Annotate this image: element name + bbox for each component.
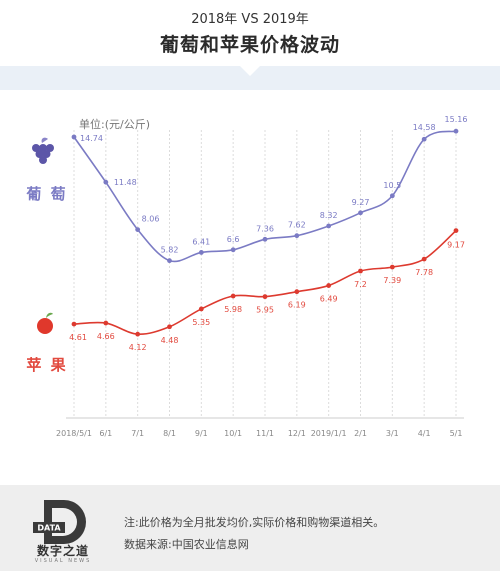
header: 2018年 VS 2019年 葡萄和苹果价格波动 <box>0 0 500 66</box>
apple-data-label: 6.49 <box>320 295 338 304</box>
chart-card <box>0 90 500 485</box>
line-chart: 单位:(元/公斤) 2018/5/1 6/1 7/1 8/1 9/1 10/1 11/1 12/… <box>25 115 468 438</box>
x-tick-label: 5/1 <box>450 429 463 438</box>
apple-data-label: 4.12 <box>129 343 147 352</box>
grape-data-label: 7.62 <box>288 221 306 230</box>
x-tick-label: 6/1 <box>99 429 112 438</box>
x-tick-label: 9/1 <box>195 429 208 438</box>
x-tick-label: 3/1 <box>386 429 399 438</box>
chart-subtitle: 2018年 VS 2019年 <box>191 12 309 27</box>
grape-point <box>421 136 427 142</box>
header-pointer <box>240 66 260 76</box>
apple-data-label: 7.39 <box>383 276 401 285</box>
apple-point <box>103 320 109 326</box>
apple-point <box>358 268 363 274</box>
apple-data-label: 9.17 <box>447 241 465 250</box>
x-tick-label: 4/1 <box>418 429 431 438</box>
apple-data-label: 6.19 <box>288 301 306 310</box>
logo-subtitle: VISUAL NEWS <box>34 558 92 564</box>
apple-point <box>389 264 395 270</box>
grape-data-label: 10.5 <box>383 181 401 190</box>
grape-point <box>198 250 204 255</box>
x-tick-label: 10/1 <box>224 429 242 438</box>
apple-point <box>262 294 268 300</box>
grape-data-label: 14.74 <box>80 134 103 143</box>
grape-data-label: 6.6 <box>227 235 240 244</box>
apple-icon <box>37 312 53 334</box>
x-tick-label: 2019/1/1 <box>311 429 347 438</box>
grape-point <box>453 128 459 134</box>
grape-data-label: 8.32 <box>320 211 338 220</box>
apple-data-label: 7.2 <box>354 280 367 289</box>
logo-badge: DATA <box>37 524 61 533</box>
data-logo-icon: DATA <box>33 500 86 544</box>
grape-point <box>262 236 268 242</box>
grape-data-label: 11.48 <box>114 178 137 187</box>
apple-point <box>71 321 77 327</box>
apple-data-label: 4.48 <box>161 336 179 345</box>
apple-point <box>421 256 427 262</box>
grape-point <box>358 210 363 216</box>
logo-name: 数字之道 <box>36 544 89 558</box>
apple-point <box>198 306 204 312</box>
apple-point <box>294 289 300 295</box>
apple-point <box>326 283 332 288</box>
grape-point <box>326 223 332 229</box>
x-tick-label: 12/1 <box>288 429 306 438</box>
x-tick-label: 2018/5/1 <box>56 429 92 438</box>
grape-point <box>167 258 172 264</box>
grape-data-label: 8.06 <box>142 215 160 224</box>
legend-apple-label: 苹 果 <box>26 356 67 374</box>
grape-point <box>389 193 395 199</box>
apple-point <box>453 228 459 234</box>
grape-point <box>135 227 141 232</box>
unit-label: 单位:(元/公斤) <box>79 117 150 131</box>
grape-point <box>230 247 236 253</box>
chart-title: 葡萄和苹果价格波动 <box>159 34 340 56</box>
grape-point <box>294 233 300 239</box>
apple-point <box>167 324 172 330</box>
grape-point <box>103 179 109 185</box>
grape-icon <box>32 137 54 164</box>
grape-data-label: 9.27 <box>352 198 370 207</box>
x-tick-label: 2/1 <box>354 429 367 438</box>
grape-data-label: 14.58 <box>413 123 436 132</box>
source-note: 数据来源:中国农业信息网 <box>124 538 249 551</box>
footnote: 注:此价格为全月批发均价,实际价格和购物渠道相关。 <box>124 516 385 529</box>
x-tick-label: 11/1 <box>256 429 274 438</box>
apple-data-label: 5.98 <box>224 305 242 314</box>
apple-data-label: 4.66 <box>97 332 115 341</box>
grape-point <box>71 134 77 140</box>
grape-data-label: 6.41 <box>192 237 210 246</box>
grape-data-label: 15.16 <box>445 115 468 124</box>
grape-data-label: 7.36 <box>256 224 274 233</box>
apple-data-label: 7.78 <box>415 268 433 277</box>
legend-grape-label: 葡 萄 <box>25 185 67 203</box>
x-tick-label: 7/1 <box>131 429 144 438</box>
x-tick-label: 8/1 <box>163 429 176 438</box>
apple-point <box>135 331 141 337</box>
apple-data-label: 5.35 <box>192 318 210 327</box>
apple-data-label: 4.61 <box>69 333 87 342</box>
grape-data-label: 5.82 <box>161 246 179 255</box>
apple-data-label: 5.95 <box>256 306 274 315</box>
apple-point <box>230 293 236 299</box>
